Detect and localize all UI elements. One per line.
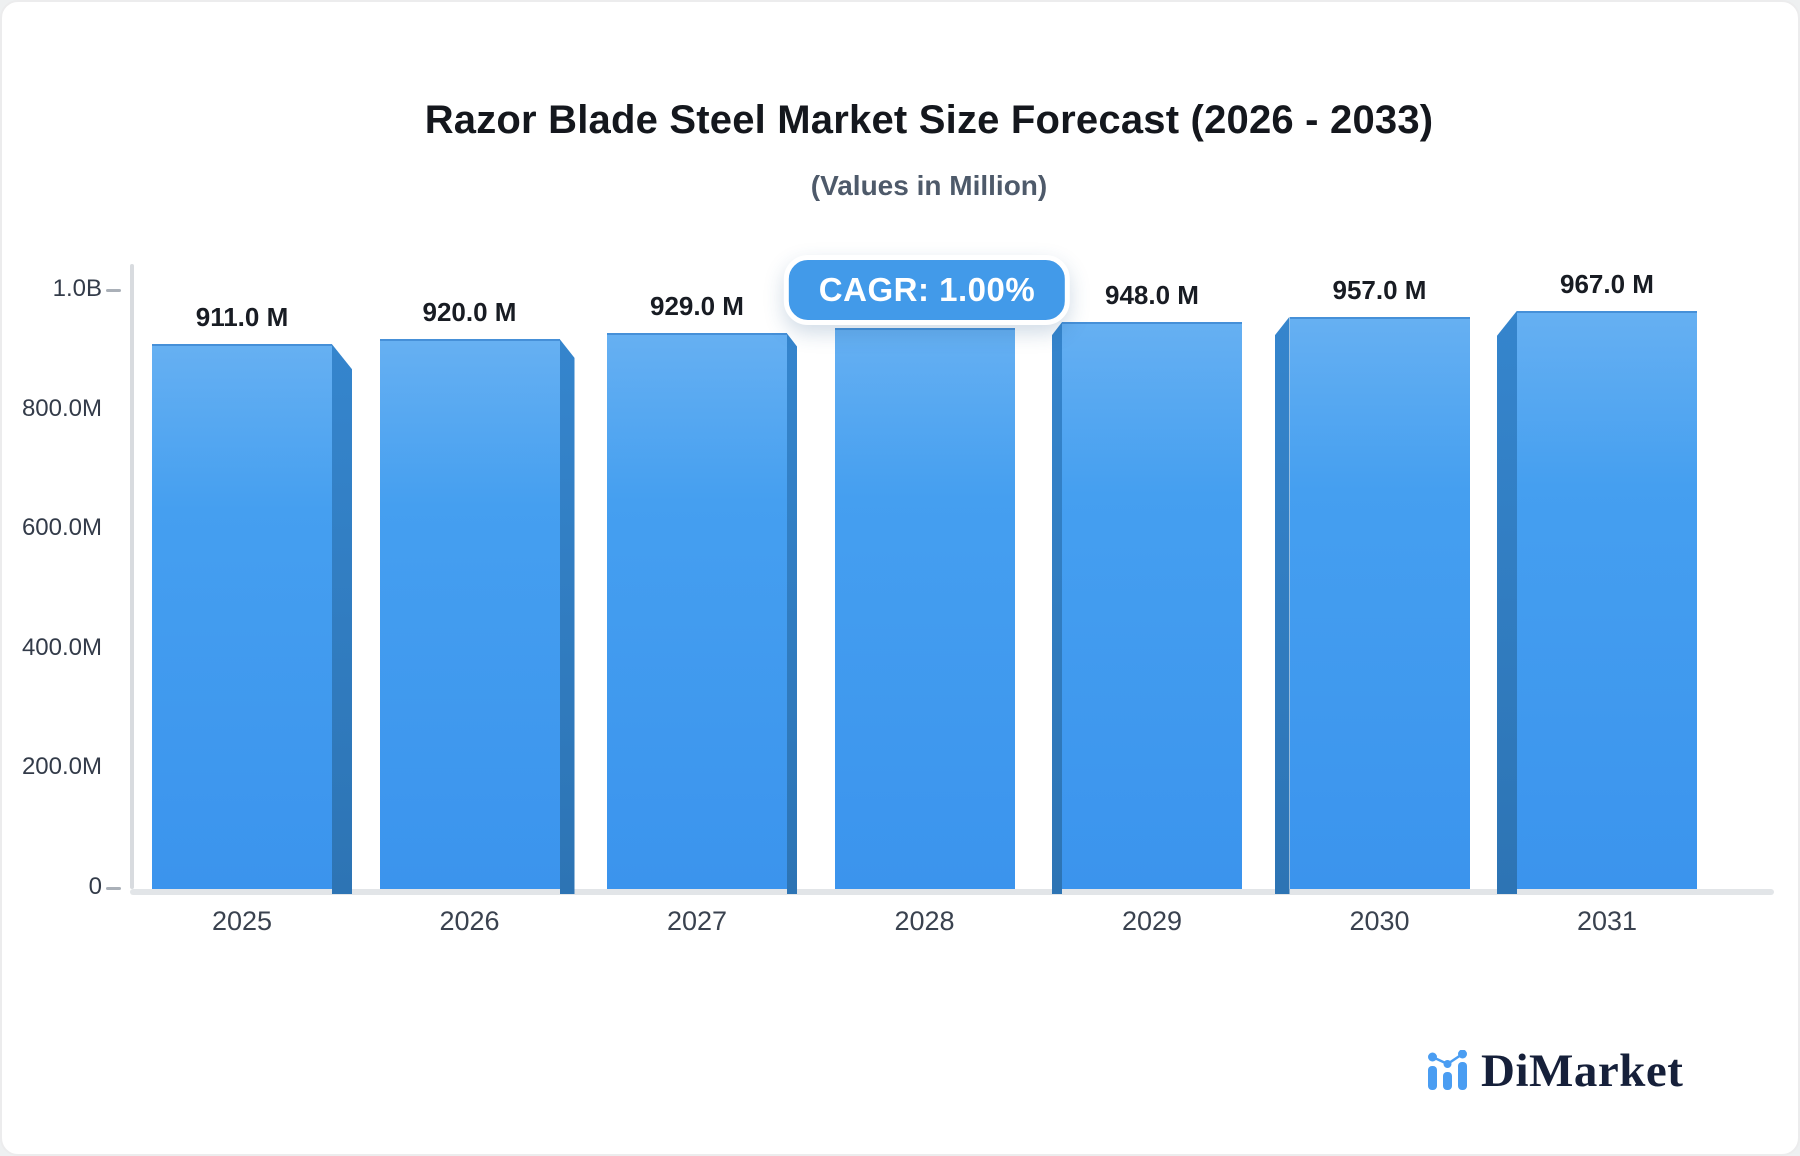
brand-logo: DiMarket — [1427, 1044, 1683, 1098]
x-tick-label: 2029 — [1121, 906, 1183, 936]
y-tick-label: 800.0M — [21, 394, 102, 422]
bar-side-face — [1274, 316, 1290, 894]
y-tick-label: 1.0B — [52, 275, 102, 302]
bar[interactable] — [1062, 322, 1242, 889]
y-tick-label: 600.0M — [21, 514, 102, 542]
x-tick-label: 2031 — [1576, 906, 1638, 936]
page-subtitle: (Values in Million) — [810, 170, 1048, 201]
y-axis-line — [130, 264, 134, 889]
bar-value-label: 911.0 M — [195, 302, 289, 333]
bar-value-label: 967.0 M — [1560, 268, 1654, 299]
bar-side-face — [1497, 310, 1517, 894]
x-tick-label: 2025 — [211, 906, 273, 936]
bar[interactable] — [834, 328, 1015, 889]
bar[interactable] — [152, 344, 332, 889]
bar[interactable] — [607, 333, 787, 889]
x-tick-label: 2028 — [894, 906, 955, 936]
bar-side-face — [332, 344, 352, 894]
bar[interactable] — [379, 338, 560, 889]
x-tick-label: 2026 — [439, 906, 500, 936]
y-tick-mark — [106, 289, 121, 292]
brand-logo-text: DiMarket — [1481, 1045, 1684, 1097]
cagr-badge-label: CAGR: 1.00% — [818, 271, 1036, 308]
y-tick-label: 400.0M — [21, 633, 102, 661]
bar[interactable] — [1289, 316, 1470, 889]
bar-side-face — [787, 333, 797, 894]
bar[interactable] — [1517, 310, 1697, 889]
mini-bar-line-chart-icon — [1428, 1050, 1467, 1090]
bar-value-label: 957.0 M — [1332, 274, 1427, 305]
bar-value-label: 929.0 M — [650, 291, 744, 322]
y-tick-label: 200.0M — [21, 753, 102, 781]
cagr-badge: CAGR: 1.00% — [783, 255, 1071, 325]
x-tick-label: 2027 — [666, 906, 728, 936]
bar-side-face — [1052, 322, 1062, 894]
page-title: Razor Blade Steel Market Size Forecast (… — [424, 98, 1434, 142]
bar-side-face — [559, 338, 575, 894]
bar-value-label: 948.0 M — [1105, 280, 1199, 311]
x-tick-label: 2030 — [1349, 906, 1410, 936]
y-tick-mark — [106, 887, 121, 890]
y-tick-label: 0 — [88, 873, 102, 900]
x-axis-baseline — [130, 889, 1774, 895]
bar-value-label: 920.0 M — [422, 296, 517, 327]
